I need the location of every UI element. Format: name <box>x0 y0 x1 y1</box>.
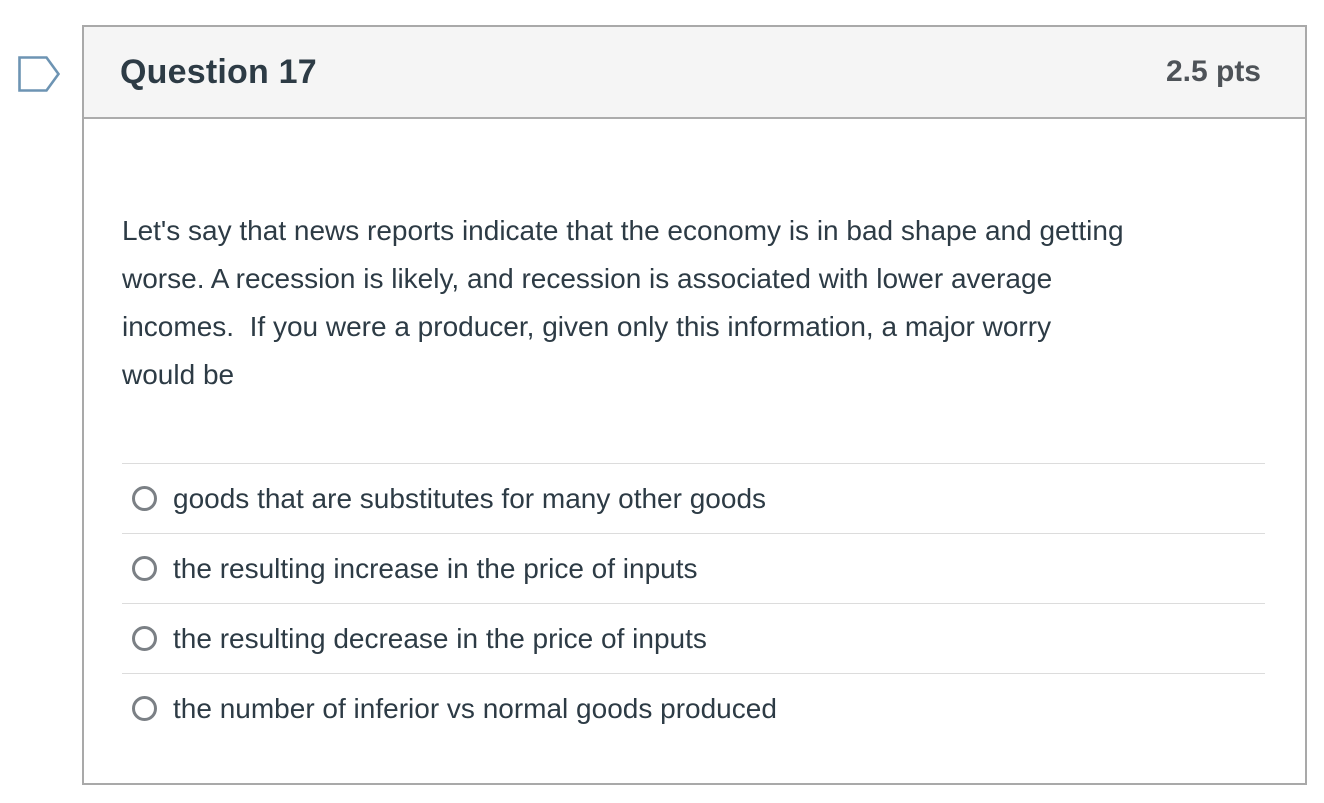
question-title: Question 17 <box>120 52 317 91</box>
answer-option-2[interactable]: the resulting increase in the price of i… <box>122 533 1265 603</box>
answer-option-1[interactable]: goods that are substitutes for many othe… <box>122 463 1265 533</box>
question-points-badge: 2.5 pts <box>1165 55 1261 88</box>
radio-button[interactable] <box>132 556 157 581</box>
question-text: Let's say that news reports indicate tha… <box>122 207 1265 399</box>
answer-option-label[interactable]: the number of inferior vs normal goods p… <box>173 692 777 724</box>
question-text-line: incomes. If you were a producer, given o… <box>122 311 1052 342</box>
question-flag-icon[interactable] <box>18 56 61 92</box>
question-header: Question 17 2.5 pts <box>84 27 1305 119</box>
radio-button[interactable] <box>132 696 157 721</box>
answer-option-3[interactable]: the resulting decrease in the price of i… <box>122 603 1265 673</box>
answer-option-4[interactable]: the number of inferior vs normal goods p… <box>122 673 1265 743</box>
question-text-line: Let's say that news reports indicate tha… <box>122 215 1124 246</box>
radio-button[interactable] <box>132 486 157 511</box>
answer-option-label[interactable]: the resulting increase in the price of i… <box>173 552 698 584</box>
question-text-line: would be <box>122 359 235 390</box>
question-card: Question 17 2.5 pts Let's say that news … <box>82 25 1307 785</box>
answer-option-label[interactable]: the resulting decrease in the price of i… <box>173 622 707 654</box>
answer-option-label[interactable]: goods that are substitutes for many othe… <box>173 482 767 514</box>
answer-options-list: goods that are substitutes for many othe… <box>122 463 1265 743</box>
question-body: Let's say that news reports indicate tha… <box>84 207 1305 743</box>
radio-button[interactable] <box>132 626 157 651</box>
question-text-line: worse. A recession is likely, and recess… <box>122 263 1053 294</box>
